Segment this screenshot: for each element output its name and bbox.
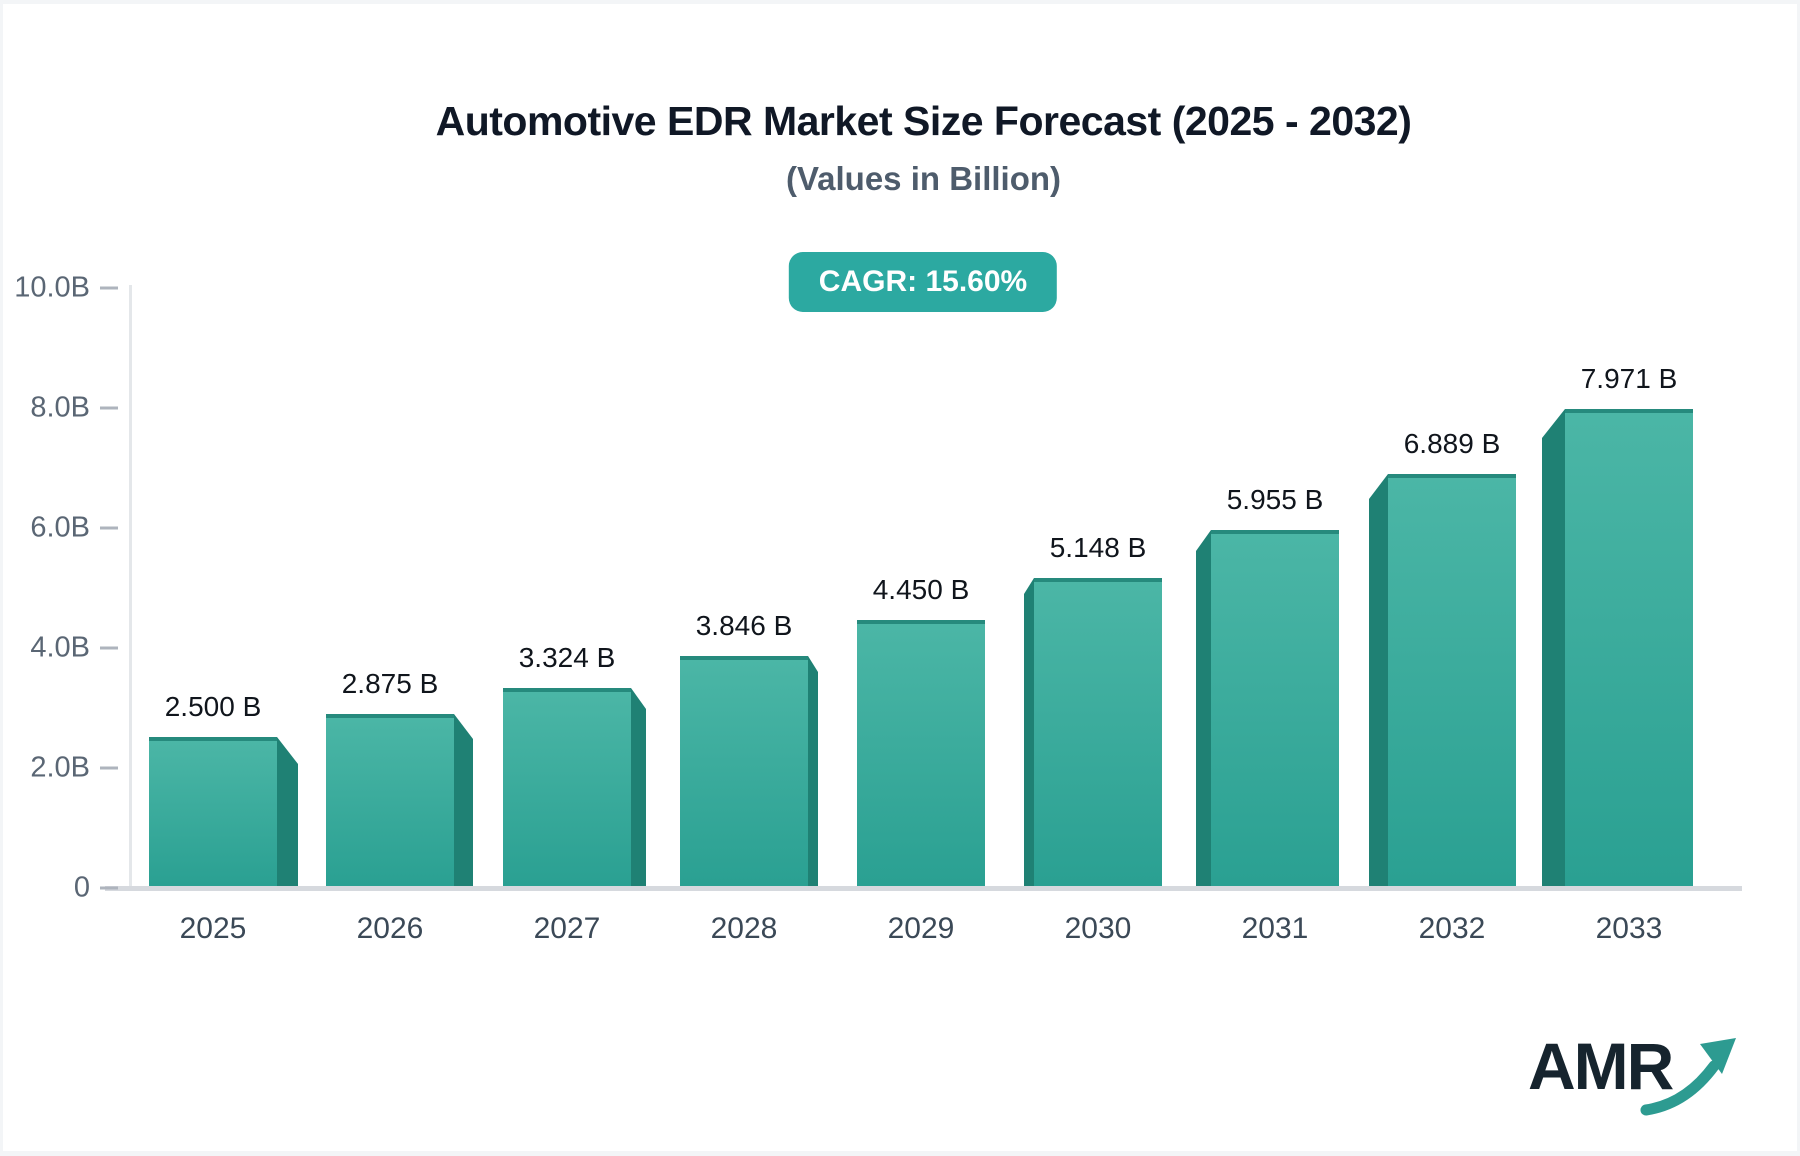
x-axis-label-2025: 2025: [179, 912, 247, 945]
bar-2028: [680, 656, 808, 886]
cagr-badge: CAGR: 15.60%: [788, 252, 1058, 312]
y-axis-tick: [100, 286, 118, 290]
x-axis-label-2026: 2026: [356, 912, 424, 945]
y-axis-tick: [100, 406, 118, 410]
y-axis-label-4.0B: 4.0B: [30, 631, 90, 664]
chart-title: Automotive EDR Market Size Forecast (202…: [435, 98, 1412, 144]
chart-subtitle: (Values in Billion): [785, 160, 1062, 197]
chart-card: Automotive EDR Market Size Forecast (202…: [3, 4, 1797, 1151]
bar-value-label-2030: 5.148 B: [1049, 532, 1147, 563]
x-axis-label-2028: 2028: [710, 912, 778, 945]
amr-logo: AMR: [1528, 1028, 1758, 1124]
x-axis-label-2033: 2033: [1595, 912, 1663, 945]
y-axis-line: [129, 285, 132, 886]
y-axis-label-0: 0: [73, 871, 90, 904]
x-axis-baseline: [105, 886, 1742, 891]
bar-2030: [1034, 578, 1162, 886]
bar-value-label-2033: 7.971 B: [1580, 363, 1678, 394]
bar-side-2026: [454, 714, 473, 886]
trend-up-arrow-icon: [1640, 1038, 1736, 1116]
bar-value-label-2028: 3.846 B: [695, 610, 793, 641]
x-axis-label-2029: 2029: [887, 912, 955, 945]
y-axis-label-6.0B: 6.0B: [30, 511, 90, 544]
bar-value-label-2032: 6.889 B: [1403, 428, 1501, 459]
bar-side-2030: [1024, 578, 1034, 886]
bar-2029: [857, 620, 985, 886]
bar-value-label-2031: 5.955 B: [1226, 484, 1324, 515]
bar-side-2025: [277, 737, 298, 886]
x-axis-label-2032: 2032: [1418, 912, 1486, 945]
bar-2031: [1211, 530, 1339, 886]
bar-value-label-2027: 3.324 B: [518, 642, 616, 673]
bar-2025: [149, 737, 277, 886]
y-axis-label-10.0B: 10.0B: [14, 271, 90, 304]
bar-side-2027: [631, 688, 646, 886]
bar-side-2028: [808, 656, 818, 886]
bar-value-label-2029: 4.450 B: [872, 574, 970, 605]
bar-2033: [1565, 409, 1693, 886]
bar-value-label-2026: 2.875 B: [341, 668, 439, 699]
amr-logo-text: AMR: [1528, 1029, 1674, 1103]
bar-side-2031: [1196, 530, 1211, 886]
x-axis-label-2030: 2030: [1064, 912, 1132, 945]
y-axis-label-8.0B: 8.0B: [30, 391, 90, 424]
y-axis-label-2.0B: 2.0B: [30, 751, 90, 784]
y-axis-tick: [100, 646, 118, 650]
bar-value-label-2025: 2.500 B: [164, 691, 262, 722]
x-axis-label-2027: 2027: [533, 912, 601, 945]
x-axis-label-2031: 2031: [1241, 912, 1309, 945]
y-axis-tick: [100, 526, 118, 530]
bar-side-2032: [1369, 474, 1388, 886]
bar-2032: [1388, 474, 1516, 886]
y-axis-tick: [100, 766, 118, 770]
bar-2026: [326, 714, 454, 886]
bar-side-2033: [1542, 409, 1565, 886]
y-axis-tick: [100, 886, 118, 890]
bar-2027: [503, 688, 631, 886]
